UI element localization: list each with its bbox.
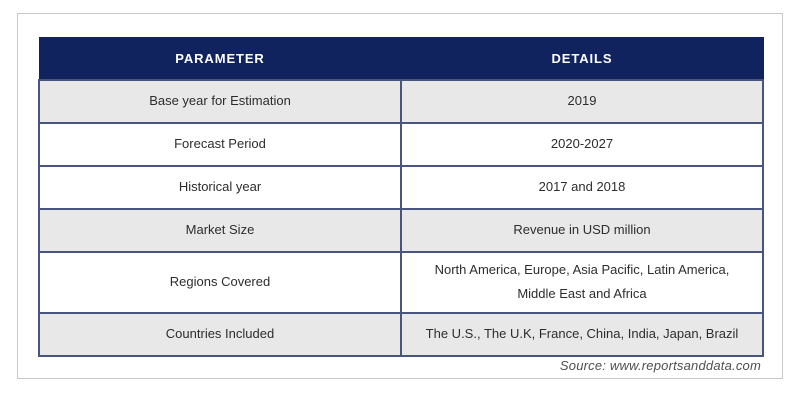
parameter-cell: Countries Included bbox=[38, 311, 402, 357]
details-cell: The U.S., The U.K, France, China, India,… bbox=[400, 311, 764, 357]
parameter-cell: Historical year bbox=[38, 164, 402, 210]
table-row: Forecast Period 2020-2027 bbox=[38, 121, 764, 167]
details-cell: North America, Europe, Asia Pacific, Lat… bbox=[400, 250, 764, 314]
table-row: Regions Covered North America, Europe, A… bbox=[38, 250, 764, 314]
table-row: Base year for Estimation 2019 bbox=[38, 78, 764, 124]
parameter-cell: Market Size bbox=[38, 207, 402, 253]
table-card: PARAMETER DETAILS Base year for Estimati… bbox=[17, 13, 783, 379]
details-column-header: DETAILS bbox=[400, 37, 764, 80]
report-scope-table: PARAMETER DETAILS Base year for Estimati… bbox=[38, 37, 764, 357]
source-attribution: Source: www.reportsanddata.com bbox=[559, 358, 761, 373]
details-cell: Revenue in USD million bbox=[400, 207, 764, 253]
table-row: Countries Included The U.S., The U.K, Fr… bbox=[38, 311, 764, 357]
parameter-cell: Base year for Estimation bbox=[38, 78, 402, 124]
parameter-column-header: PARAMETER bbox=[38, 37, 402, 80]
details-cell: 2019 bbox=[400, 78, 764, 124]
table-row: Market Size Revenue in USD million bbox=[38, 207, 764, 253]
parameter-cell: Regions Covered bbox=[38, 250, 402, 314]
table-header-row: PARAMETER DETAILS bbox=[38, 37, 764, 80]
details-cell: 2017 and 2018 bbox=[400, 164, 764, 210]
table-row: Historical year 2017 and 2018 bbox=[38, 164, 764, 210]
parameter-cell: Forecast Period bbox=[38, 121, 402, 167]
details-cell: 2020-2027 bbox=[400, 121, 764, 167]
